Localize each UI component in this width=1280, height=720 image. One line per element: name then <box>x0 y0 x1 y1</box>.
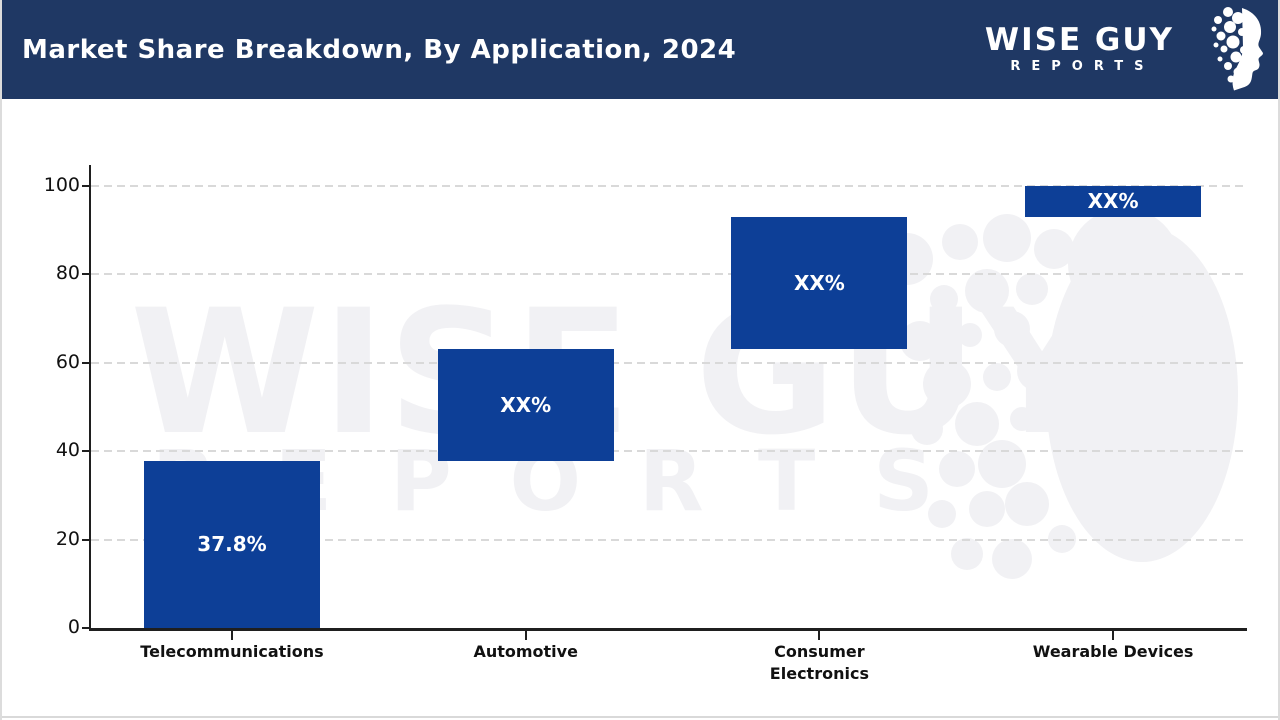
x-category-label: Wearable Devices <box>1032 642 1194 661</box>
y-axis-line <box>89 165 91 631</box>
y-tick-label: 80 <box>55 262 80 285</box>
x-category-label: Telecommunications <box>140 642 324 661</box>
y-tick-mark <box>82 450 90 453</box>
gridline <box>91 361 1247 364</box>
waterfall-bar-2: XX% <box>437 348 614 461</box>
bottom-divider <box>2 716 1278 718</box>
header-banner: Market Share Breakdown, By Application, … <box>2 0 1278 99</box>
y-tick-label: 40 <box>55 439 80 462</box>
y-tick-mark <box>82 273 90 276</box>
logo-wordmark-line2: REPORTS <box>1010 59 1155 74</box>
x-tick-mark <box>1112 631 1115 640</box>
waterfall-chart: WISE GUY REPORTS 0 20 40 60 80 100 37.8% XX% XX%… <box>2 99 1278 716</box>
x-category-label: Consumer Electronics <box>769 642 869 683</box>
gridline <box>91 538 1247 541</box>
y-tick-label: 100 <box>43 174 80 196</box>
y-tick-mark <box>82 538 90 541</box>
y-tick-label: 60 <box>55 350 80 373</box>
gridline <box>91 185 1247 187</box>
logo-wordmark-line1: WISE GUY <box>984 22 1174 58</box>
x-tick-mark <box>818 631 821 640</box>
y-tick-label: 0 <box>67 616 80 638</box>
bar-value-label: 37.8% <box>197 532 267 557</box>
gridline <box>91 450 1247 453</box>
wise-guy-logo: WISE GUY REPORTS <box>985 5 1264 95</box>
logo-head-icon <box>1176 5 1264 95</box>
y-tick-mark <box>82 185 90 187</box>
y-tick-mark <box>82 627 90 629</box>
bar-value-label: XX% <box>793 270 845 295</box>
bar-value-label: XX% <box>1087 189 1139 214</box>
gridline <box>91 273 1247 276</box>
logo-wordmark: WISE GUY REPORTS <box>984 22 1174 75</box>
bar-value-label: XX% <box>500 392 552 417</box>
y-tick-mark <box>82 361 90 364</box>
waterfall-bar-3: XX% <box>731 216 908 349</box>
x-tick-mark <box>231 631 233 640</box>
chart-title: Market Share Breakdown, By Application, … <box>22 34 737 65</box>
waterfall-bar-4: XX% <box>1025 186 1202 217</box>
y-tick-label: 20 <box>55 527 80 550</box>
x-tick-mark <box>524 631 527 640</box>
x-category-label: Automotive <box>473 642 578 661</box>
x-axis-line <box>89 628 1247 631</box>
waterfall-bar-1: 37.8% <box>144 460 320 628</box>
watermark-head-icon <box>881 208 1238 579</box>
